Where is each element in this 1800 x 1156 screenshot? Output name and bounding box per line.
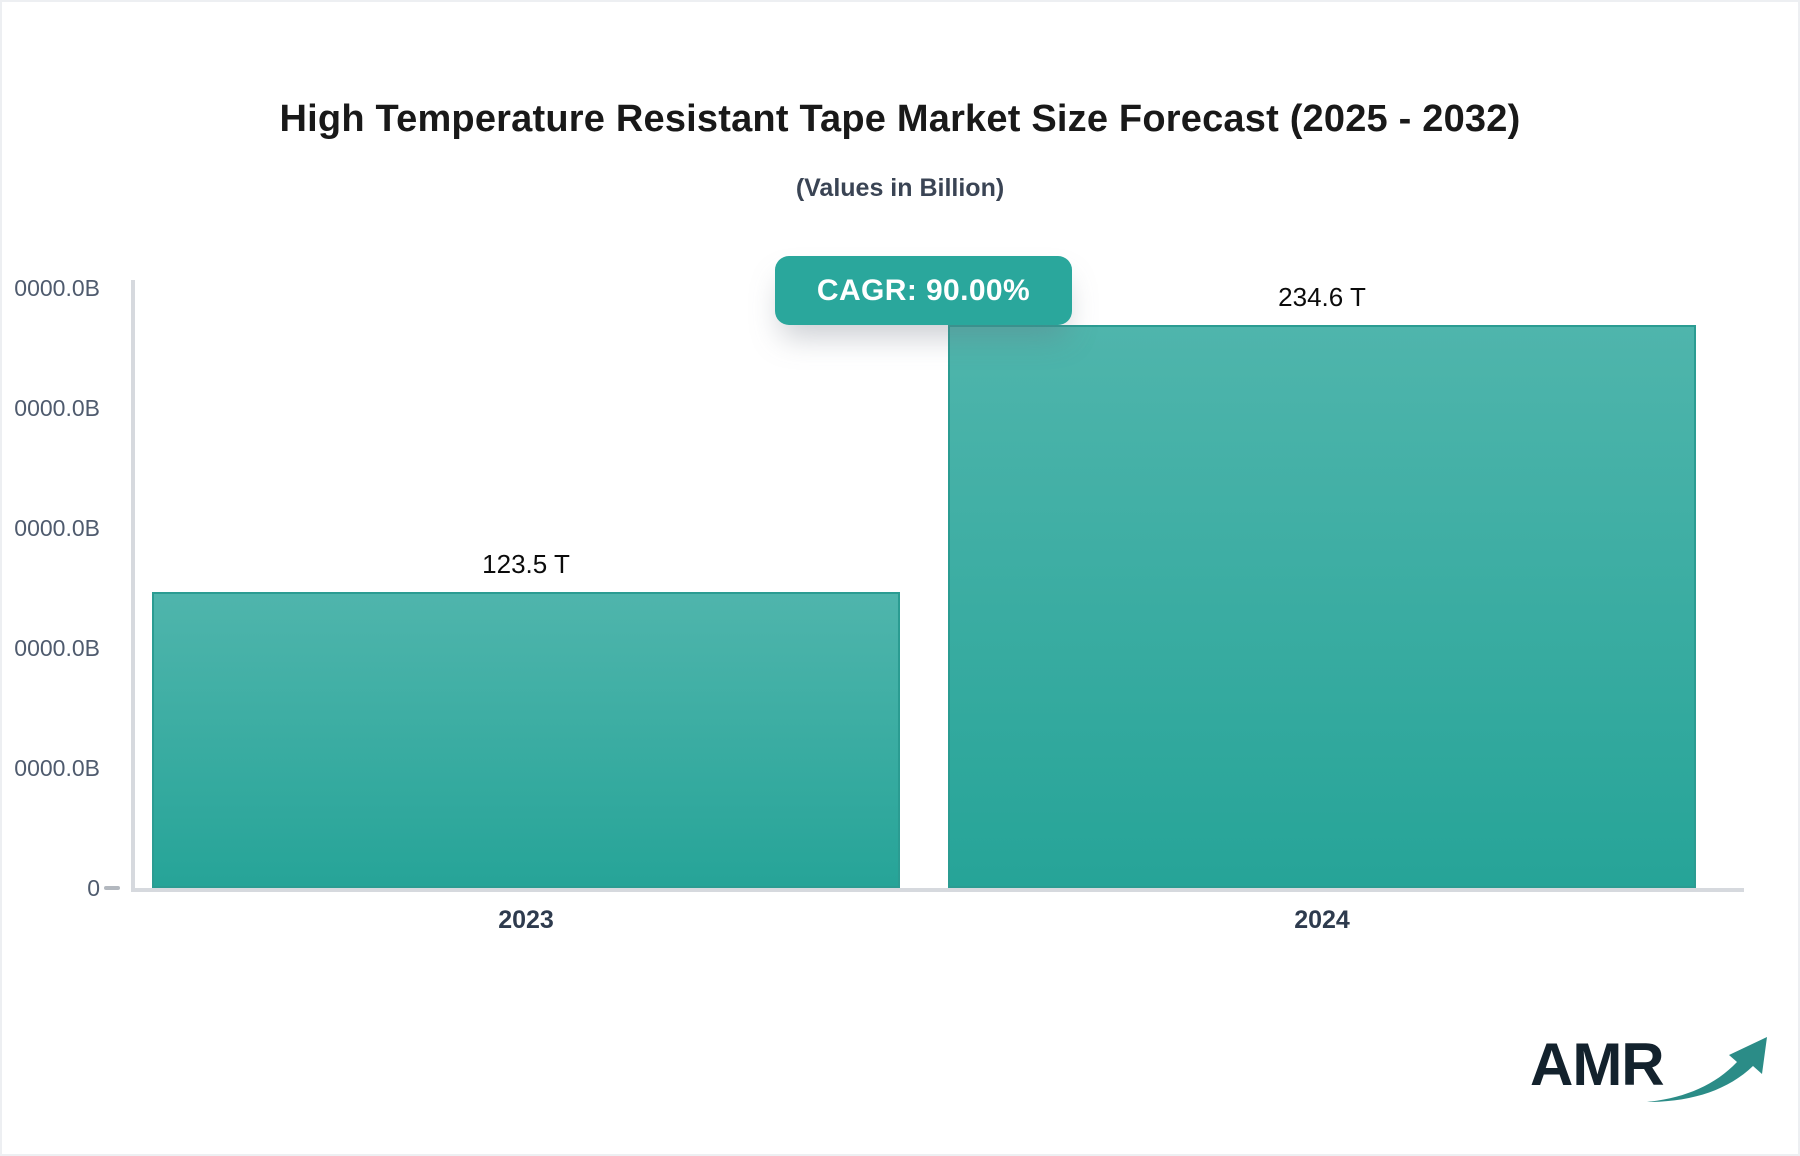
y-axis-tick-label: 0000.0B <box>14 755 100 781</box>
x-axis-label: 2023 <box>498 906 554 934</box>
y-axis-tick-label: 0000.0B <box>14 635 100 661</box>
y-axis-tick-label: 0000.0B <box>14 515 100 541</box>
amr-logo-text: AMR <box>1530 1031 1665 1098</box>
amr-logo: AMR <box>1530 1030 1767 1110</box>
chart-subtitle: (Values in Billion) <box>795 174 1005 202</box>
x-axis-label: 2024 <box>1294 906 1350 934</box>
y-axis-tick-label: 0000.0B <box>14 275 100 301</box>
bar-2024 <box>948 325 1696 888</box>
x-axis-line <box>131 888 1744 892</box>
bar-2023 <box>152 592 900 888</box>
y-axis-line <box>131 280 135 892</box>
zero-tick-dash <box>104 886 120 890</box>
bar-value-label: 234.6 T <box>1278 282 1366 312</box>
y-axis-tick-label: 0 <box>87 875 100 901</box>
upward-trend-arrow-icon <box>1647 1037 1767 1102</box>
bar-value-label: 123.5 T <box>482 549 570 579</box>
chart-title: High Temperature Resistant Tape Market S… <box>279 98 1521 140</box>
y-axis-tick-label: 0000.0B <box>14 395 100 421</box>
cagr-badge: CAGR: 90.00% <box>775 256 1072 325</box>
